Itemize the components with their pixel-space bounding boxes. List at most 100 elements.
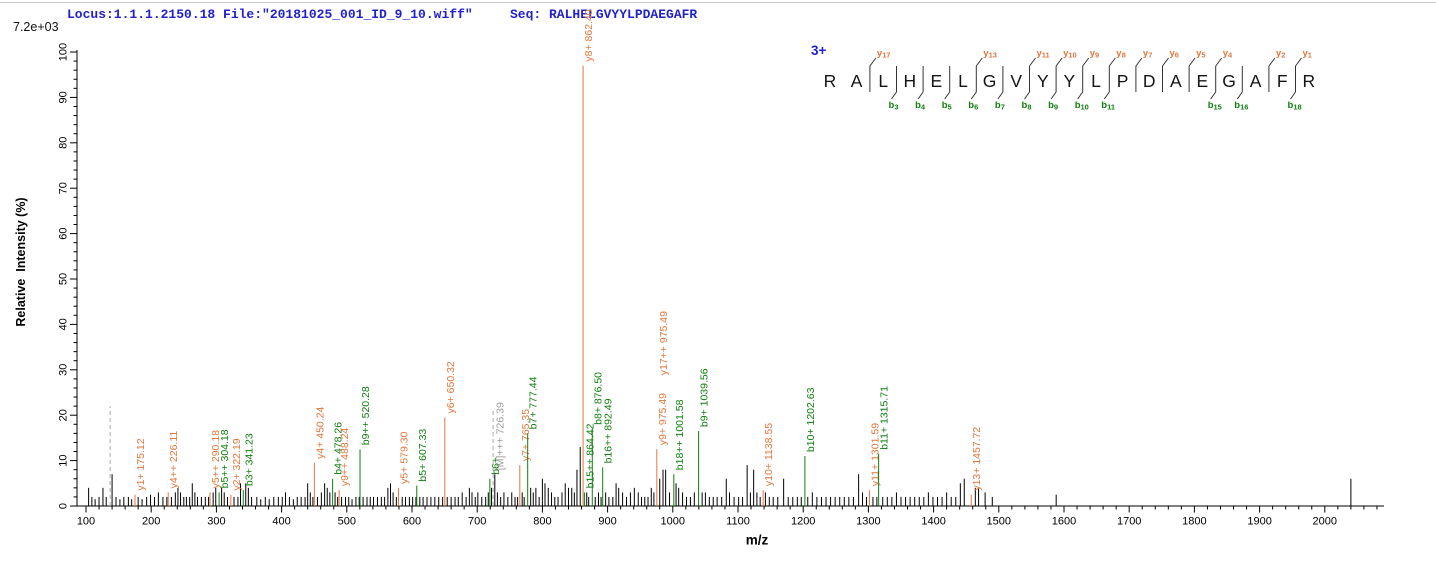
b-ion-tick [970,91,977,100]
peak-label: b5+ 607.33 [417,429,429,482]
y-ion-tick [1162,57,1169,67]
peak-y1+: y1+ 175.12 [134,438,147,506]
peak-label: y1+ 175.12 [135,438,147,490]
b-ion-tick [1103,91,1110,100]
x-tick-label: 1700 [1117,516,1141,528]
peak-label: b16++ 892.49 [603,398,615,463]
b-ion-label: b15 [1208,100,1222,112]
peak-b15++: b15++ 864.42 [583,423,596,506]
residue-letter: A [1250,71,1262,91]
peak-b11+: b11+ 1315.71 [878,386,891,506]
y-ion-tick [1188,57,1196,67]
b-ion-label: b8 [1022,100,1032,112]
b-ion-tick [944,91,951,100]
x-tick-label: 1300 [856,516,880,528]
y-ion-label: y6 [1170,48,1179,60]
peak-y9+: y9+ 975.49 y17++ 975.49 [656,311,670,506]
peak-b8+: b8+ 876.50 [591,372,604,506]
y-ion-label: y13 [983,48,997,60]
x-tick-label: 2000 [1313,516,1337,528]
peak-label: b11+ 1315.71 [879,386,891,450]
residue-letter: G [983,71,997,91]
peak-label: y5+ 579.30 [399,431,411,483]
y-ion-tick [975,57,983,67]
residue-letter: F [1277,71,1288,91]
residue-letter: A [1170,71,1182,91]
b-ion-label: b18 [1288,100,1302,112]
y-tick-label: 50 [58,273,70,285]
peak-label: b4+ 478.26 [333,422,345,475]
peak-b9++: b9++ 520.28 [359,386,372,506]
b-ion-tick [1077,91,1084,100]
y-ion-label: y7 [1143,48,1152,60]
y-ion-tick [1029,57,1036,67]
y-tick-label: 80 [58,137,70,149]
peak-label: [M]+++ 726.39 [494,402,506,470]
noise-peaks [88,446,1352,506]
b-ion-label: b3 [889,100,899,112]
peak-label: y4+ 450.24 [314,406,326,458]
peak-y4++: y4++ 226.11 [167,431,180,506]
y-ion-tick [1055,57,1063,67]
peak-label: b8+ 876.50 [592,372,604,425]
residue-letter: R [824,71,837,91]
y-ion-tick [869,57,877,67]
intensity-scale-note: 7.2e+03 [13,20,59,34]
residue-letter: E [931,71,943,91]
locus-file-header: Locus:1.1.1.2150.18 File:"20181025_001_I… [67,7,473,22]
x-tick-label: 1600 [1052,516,1076,528]
peak-label: y13+ 1457.72 [971,427,983,491]
residue-letter: L [878,71,888,91]
y-tick-label: 20 [58,409,70,421]
x-ticks: 100 200 300 400 500 600 700 800 900 1000 1100 1200 1… [77,506,1378,528]
peak-label: y2+ 322.19 [231,438,243,490]
x-tick-label: 1000 [661,516,685,528]
y-tick-label: 40 [58,318,70,330]
residue-letter: L [958,71,968,91]
peak-label: y6+ 650.32 [445,361,457,413]
peak-label: b15++ 864.42 [584,423,596,488]
precursor-markers [109,406,494,506]
peak-b4+: b4+ 478.26 [332,422,345,506]
x-tick-label: 1500 [987,516,1011,528]
peak-y9++: y9++ 488.24 [338,428,351,506]
b-ion-label: b4 [915,100,926,112]
residue-letter: R [1302,71,1315,91]
axes [76,50,1384,507]
residue-letter: L [1091,71,1101,91]
x-tick-label: 1800 [1182,516,1206,528]
x-tick-label: 1100 [726,516,750,528]
y-ion-tick [1082,57,1090,67]
b-ion-label: b7 [995,100,1005,112]
peak-label: b6+ [490,457,502,475]
b-ion-tick [1024,91,1030,100]
peak-label: b10+ 1202.63 [805,387,817,452]
sequence-header: Seq: RALHELGVYYLPDAEGAFR [510,7,698,22]
y-ion-label: y5 [1196,48,1205,60]
y-tick-label: 0 [58,503,70,509]
y-ion-label: y8 [1116,48,1125,60]
y-tick-label: 100 [58,43,70,61]
y-ion-label: y4 [1223,48,1233,60]
residue-letter: P [1117,71,1129,91]
y-ion-label: y9 [1090,48,1099,60]
b-ion-label: b6 [968,100,978,112]
peak-y7+: y7+ 765.35 [519,409,532,506]
peak-label: b7+ 777.44 [528,376,540,429]
peak-b9+: b9+ 1039.56 [698,368,711,506]
x-tick-label: 200 [142,516,160,528]
peak-b18++: b18++ 1001.58 [673,399,686,506]
y-tick-label: 60 [58,227,70,239]
x-tick-label: 1900 [1247,516,1271,528]
peak-b5++: b5++ 304.18 [218,429,231,506]
residue-letter: V [1010,71,1022,91]
y-ticks: 0 10 20 30 40 50 60 70 80 90 100 [58,43,77,509]
b-ion-tick [917,91,924,100]
residue-letter: A [851,71,863,91]
peak-label: b5++ 304.18 [219,429,231,488]
peak-y2+: y2+ 322.19 [230,438,243,506]
peak-label: b3+ 341.23 [243,433,255,486]
residue-letter: Y [1037,71,1049,91]
